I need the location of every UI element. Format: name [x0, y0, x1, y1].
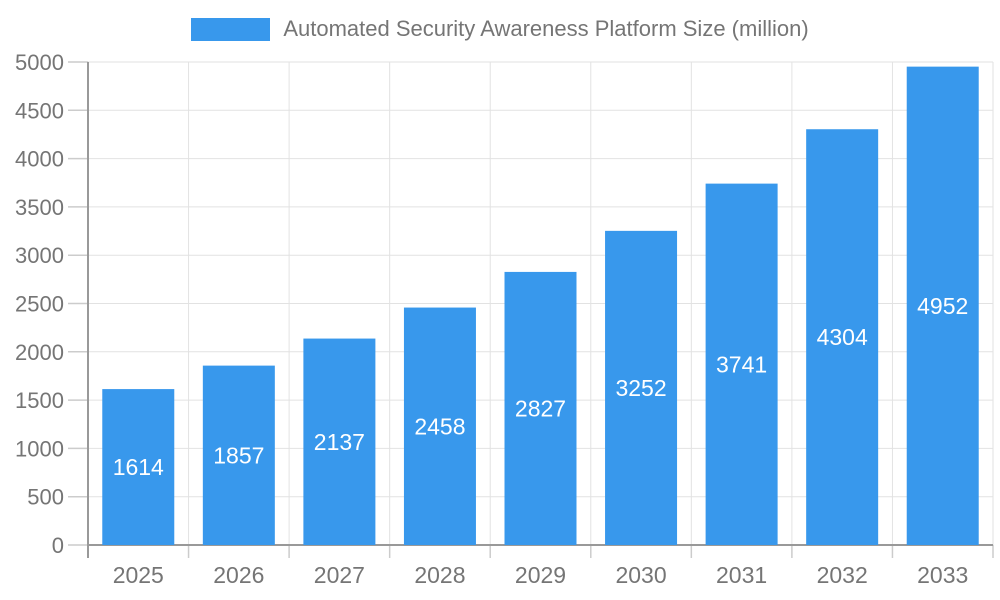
bar-2027[interactable] — [303, 338, 376, 545]
y-tick-label: 2500 — [15, 292, 64, 317]
bar-value-label: 1614 — [113, 454, 164, 480]
bar-2030[interactable] — [605, 230, 678, 545]
y-tick-label: 4500 — [15, 98, 64, 123]
y-tick-label: 1500 — [15, 388, 64, 413]
x-tick-label: 2029 — [515, 562, 566, 588]
bar-2028[interactable] — [403, 307, 476, 545]
y-tick-label: 0 — [52, 533, 64, 558]
bar-2026[interactable] — [202, 365, 275, 545]
y-tick-label: 4000 — [15, 147, 64, 172]
legend-label: Automated Security Awareness Platform Si… — [283, 16, 809, 41]
bar-value-label: 4952 — [917, 293, 968, 319]
x-tick-label: 2025 — [113, 562, 164, 588]
bar-value-label: 3741 — [716, 351, 767, 377]
y-tick-label: 3000 — [15, 243, 64, 268]
y-tick-label: 500 — [27, 485, 64, 510]
y-tick-label: 2000 — [15, 340, 64, 365]
bar-value-label: 2458 — [414, 413, 465, 439]
x-tick-label: 2031 — [716, 562, 767, 588]
legend[interactable]: Automated Security Awareness Platform Si… — [0, 15, 1000, 43]
bar-value-label: 2137 — [314, 429, 365, 455]
x-tick-label: 2027 — [314, 562, 365, 588]
bar-value-label: 1857 — [213, 442, 264, 468]
x-tick-label: 2028 — [414, 562, 465, 588]
x-tick-label: 2026 — [213, 562, 264, 588]
bar-2032[interactable] — [806, 129, 879, 546]
y-tick-label: 5000 — [15, 50, 64, 75]
y-tick-label: 3500 — [15, 195, 64, 220]
legend-swatch[interactable] — [191, 17, 271, 41]
bar-2025[interactable] — [102, 389, 175, 545]
bar-2029[interactable] — [504, 271, 577, 545]
bar-value-label: 3252 — [615, 375, 666, 401]
y-tick-label: 1000 — [15, 436, 64, 461]
x-tick-label: 2032 — [817, 562, 868, 588]
x-tick-label: 2030 — [615, 562, 666, 588]
x-tick-label: 2033 — [917, 562, 968, 588]
bar-2033[interactable] — [906, 66, 979, 545]
bar-2031[interactable] — [705, 183, 778, 546]
bar-value-label: 2827 — [515, 395, 566, 421]
bar-value-label: 4304 — [817, 324, 868, 350]
